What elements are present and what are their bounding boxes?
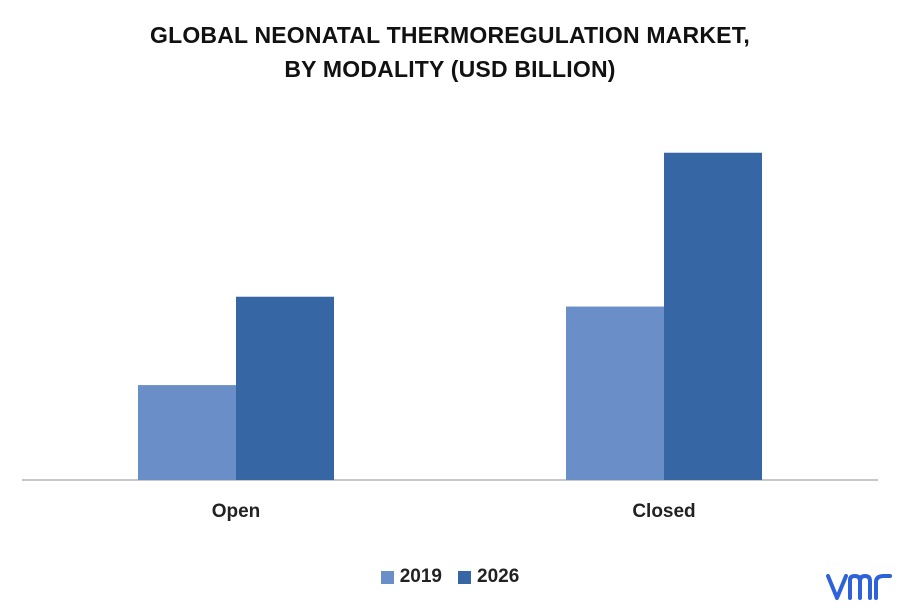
legend-item-2026: 2026 <box>458 566 519 588</box>
legend-swatch-2026 <box>458 570 471 584</box>
vmr-logo-icon <box>826 574 892 600</box>
x-tick-label-closed: Closed <box>632 501 695 522</box>
legend-item-2019: 2019 <box>380 566 442 588</box>
legend-swatch-2019 <box>380 570 394 584</box>
chart-title: GLOBAL NEONATAL THERMOREGULATION MARKET,… <box>0 18 900 86</box>
bar-open-2026 <box>236 296 334 480</box>
chart-title-line-1: GLOBAL NEONATAL THERMOREGULATION MARKET, <box>149 22 750 48</box>
legend-label-2019: 2019 <box>399 566 442 587</box>
bar-closed-2026 <box>664 152 762 480</box>
legend: 2019 2026 <box>0 566 900 588</box>
bar-closed-2019 <box>566 306 664 480</box>
bar-open-2019 <box>138 385 236 480</box>
legend-label-2026: 2026 <box>477 566 520 587</box>
x-tick-label-open: Open <box>212 501 261 522</box>
chart-title-line-2: BY MODALITY (USD BILLION) <box>284 56 616 82</box>
